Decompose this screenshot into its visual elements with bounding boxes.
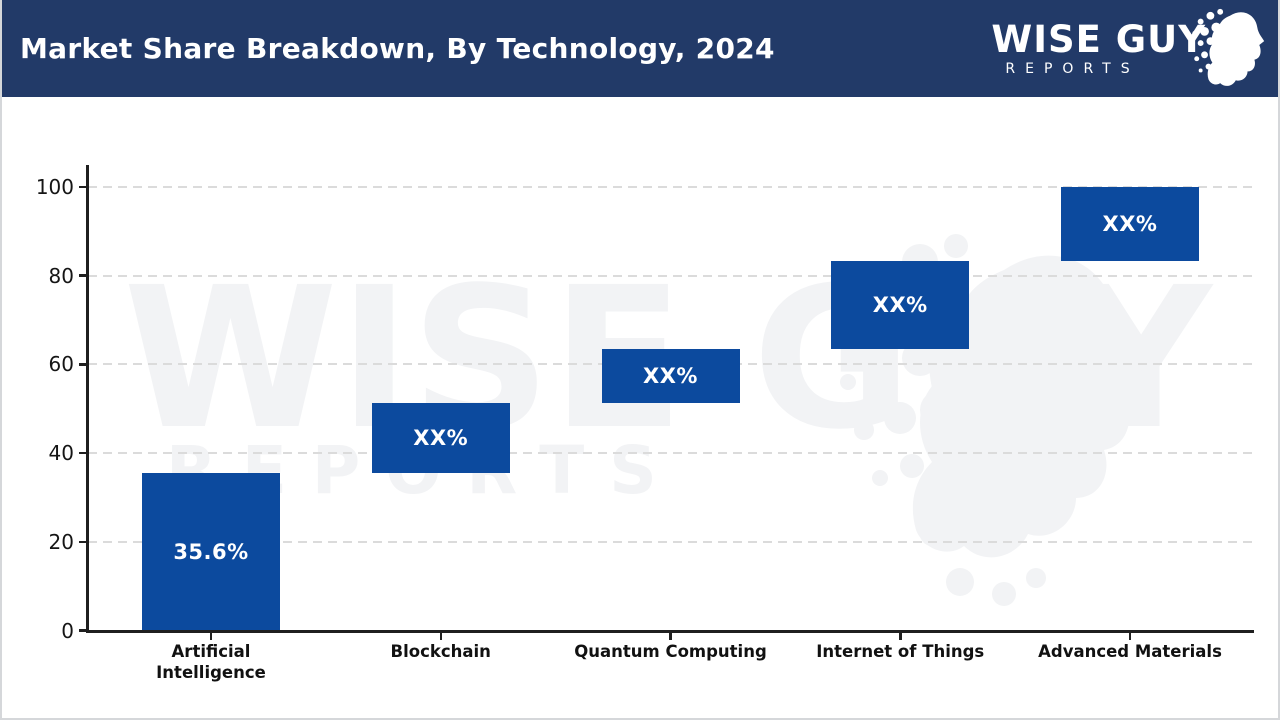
- logo-wordmark-line1: WISE GUY: [991, 17, 1206, 61]
- bar-value-label: XX%: [1102, 211, 1158, 236]
- bar-segment: XX%: [371, 402, 510, 473]
- y-tick-label-20: 20: [48, 529, 74, 554]
- bar-segment: XX%: [1061, 187, 1199, 261]
- x-tick: [669, 633, 672, 640]
- y-tick-100: [79, 185, 87, 189]
- gridline-80: [88, 274, 1253, 277]
- bar-value-label: XX%: [413, 425, 469, 450]
- y-tick-20: [79, 540, 87, 544]
- logo: WISE GUY REPORTS: [991, 4, 1270, 94]
- y-tick-label-100: 100: [35, 175, 74, 199]
- category-label: Blockchain: [390, 642, 491, 661]
- page-title: Market Share Breakdown, By Technology, 2…: [20, 32, 775, 65]
- y-tick-80: [79, 274, 87, 277]
- category-label: Internet of Things: [816, 642, 985, 661]
- x-tick: [899, 633, 902, 640]
- x-tick: [209, 633, 213, 640]
- y-tick-label-0: 0: [61, 618, 74, 643]
- category-label: Quantum Computing: [574, 642, 767, 661]
- x-tick: [439, 633, 442, 640]
- bar-segment: XX%: [601, 349, 740, 403]
- logo-wordmark: WISE GUY REPORTS: [991, 17, 1206, 78]
- gridline-100: [88, 186, 1253, 188]
- bar-segment: 35.6%: [142, 472, 280, 631]
- bar-segment: XX%: [831, 260, 970, 350]
- y-tick-0: [79, 629, 87, 632]
- y-tick-label-60: 60: [48, 352, 74, 377]
- header-bar: Market Share Breakdown, By Technology, 2…: [0, 0, 1280, 97]
- y-tick-label-40: 40: [48, 441, 74, 466]
- x-axis: [85, 630, 1254, 633]
- category-label: Artificial Intelligence: [156, 642, 266, 683]
- logo-head-icon: [1186, 4, 1270, 94]
- bar-value-label: XX%: [643, 364, 698, 389]
- y-tick-40: [79, 451, 87, 455]
- gridline-40: [88, 452, 1253, 455]
- y-axis: [85, 165, 89, 633]
- gridline-20: [88, 540, 1253, 543]
- y-tick-60: [79, 363, 87, 366]
- category-label: Advanced Materials: [1038, 642, 1222, 661]
- bar-value-label: 35.6%: [173, 539, 249, 564]
- logo-wordmark-line2: REPORTS: [1005, 61, 1140, 78]
- bar-value-label: XX%: [872, 292, 928, 317]
- y-tick-label-80: 80: [48, 263, 74, 288]
- x-tick: [1128, 633, 1132, 640]
